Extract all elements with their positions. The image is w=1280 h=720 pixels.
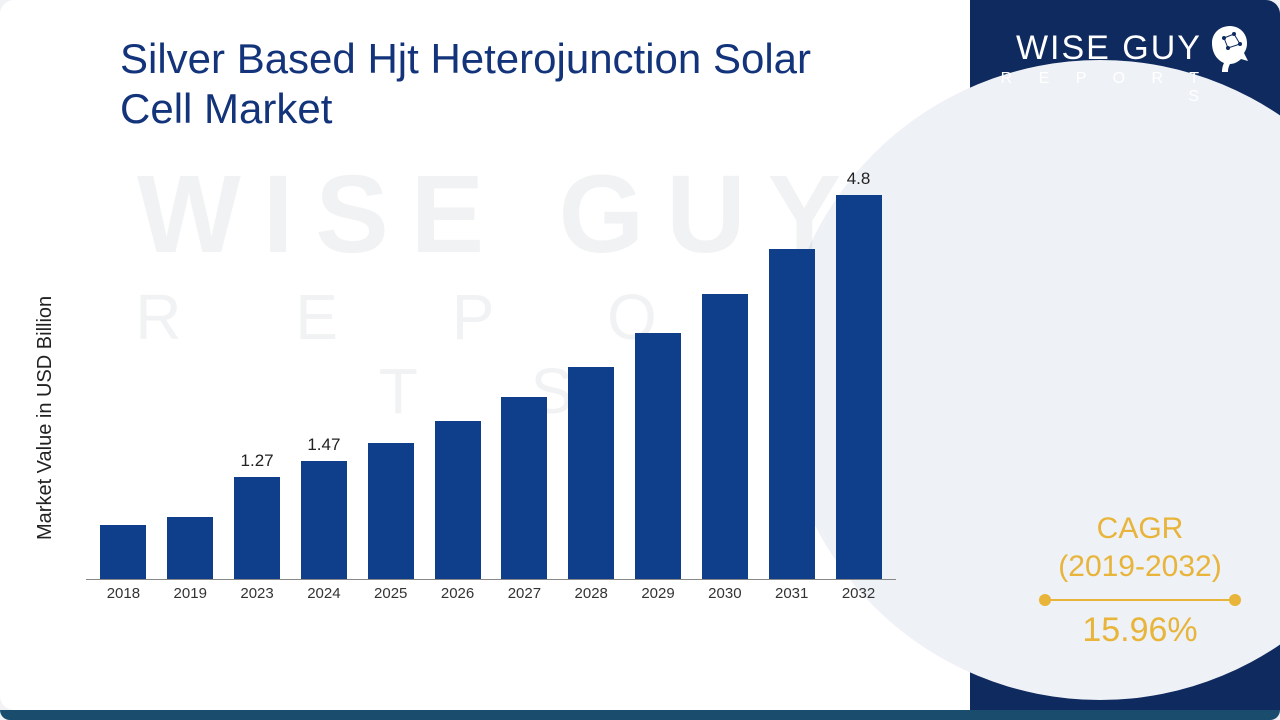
cagr-block: CAGR (2019-2032) 15.96% bbox=[1000, 510, 1280, 650]
bar-slot bbox=[491, 180, 558, 579]
head-icon bbox=[1210, 24, 1254, 72]
bar-value-label: 1.47 bbox=[307, 435, 340, 455]
cagr-label-line2: (2019-2032) bbox=[1058, 550, 1221, 583]
bar-slot bbox=[758, 180, 825, 579]
logo-main-text: WISE GUY bbox=[1016, 29, 1202, 68]
cagr-divider bbox=[1045, 599, 1235, 601]
x-tick-label: 2019 bbox=[157, 585, 224, 602]
bar bbox=[635, 333, 681, 579]
bar bbox=[435, 421, 481, 579]
x-tick-label: 2029 bbox=[625, 585, 692, 602]
x-tick-label: 2028 bbox=[558, 585, 625, 602]
x-tick-label: 2032 bbox=[825, 585, 892, 602]
logo-sub-text: R E P O R T S bbox=[984, 70, 1254, 106]
bar bbox=[167, 517, 213, 579]
card: WISE GUY R E P O R T S Silver Based Hjt … bbox=[0, 0, 1280, 710]
bar-slot bbox=[357, 180, 424, 579]
bar-slot: 1.27 bbox=[224, 180, 291, 579]
cagr-label-line1: CAGR bbox=[1097, 512, 1184, 545]
bar-slot bbox=[558, 180, 625, 579]
brand-logo: WISE GUY R E P O R T S bbox=[984, 24, 1254, 106]
x-tick-label: 2025 bbox=[357, 585, 424, 602]
bar bbox=[368, 443, 414, 579]
bar-slot bbox=[90, 180, 157, 579]
bar bbox=[568, 367, 614, 579]
bar-slot: 1.47 bbox=[290, 180, 357, 579]
bar-slot bbox=[691, 180, 758, 579]
bar bbox=[702, 294, 748, 579]
bar bbox=[501, 397, 547, 579]
bar-slot: 4.8 bbox=[825, 180, 892, 579]
cagr-value: 15.96% bbox=[1000, 611, 1280, 650]
bar bbox=[100, 525, 146, 579]
bar bbox=[836, 195, 882, 579]
bar bbox=[234, 477, 280, 579]
bar bbox=[301, 461, 347, 579]
x-tick-label: 2018 bbox=[90, 585, 157, 602]
x-tick-label: 2027 bbox=[491, 585, 558, 602]
y-axis-label: Market Value in USD Billion bbox=[34, 296, 57, 540]
bar-value-label: 1.27 bbox=[241, 451, 274, 471]
x-tick-label: 2024 bbox=[290, 585, 357, 602]
bar bbox=[769, 249, 815, 579]
bar-chart: 1.271.474.8 2018201920232024202520262027… bbox=[86, 180, 896, 580]
x-ticks: 2018201920232024202520262027202820292030… bbox=[86, 579, 896, 602]
x-tick-label: 2030 bbox=[691, 585, 758, 602]
bars-container: 1.27 1.47 4.8 bbox=[86, 180, 896, 579]
bar-slot bbox=[424, 180, 491, 579]
bar-slot bbox=[157, 180, 224, 579]
x-tick-label: 2026 bbox=[424, 585, 491, 602]
footer-bar bbox=[0, 710, 1280, 720]
bar-slot bbox=[625, 180, 692, 579]
chart-title: Silver Based Hjt Heterojunction Solar Ce… bbox=[120, 34, 820, 133]
bar-value-label: 4.8 bbox=[847, 169, 871, 189]
x-tick-label: 2031 bbox=[758, 585, 825, 602]
x-tick-label: 2023 bbox=[224, 585, 291, 602]
cagr-label: CAGR (2019-2032) bbox=[1000, 510, 1280, 585]
